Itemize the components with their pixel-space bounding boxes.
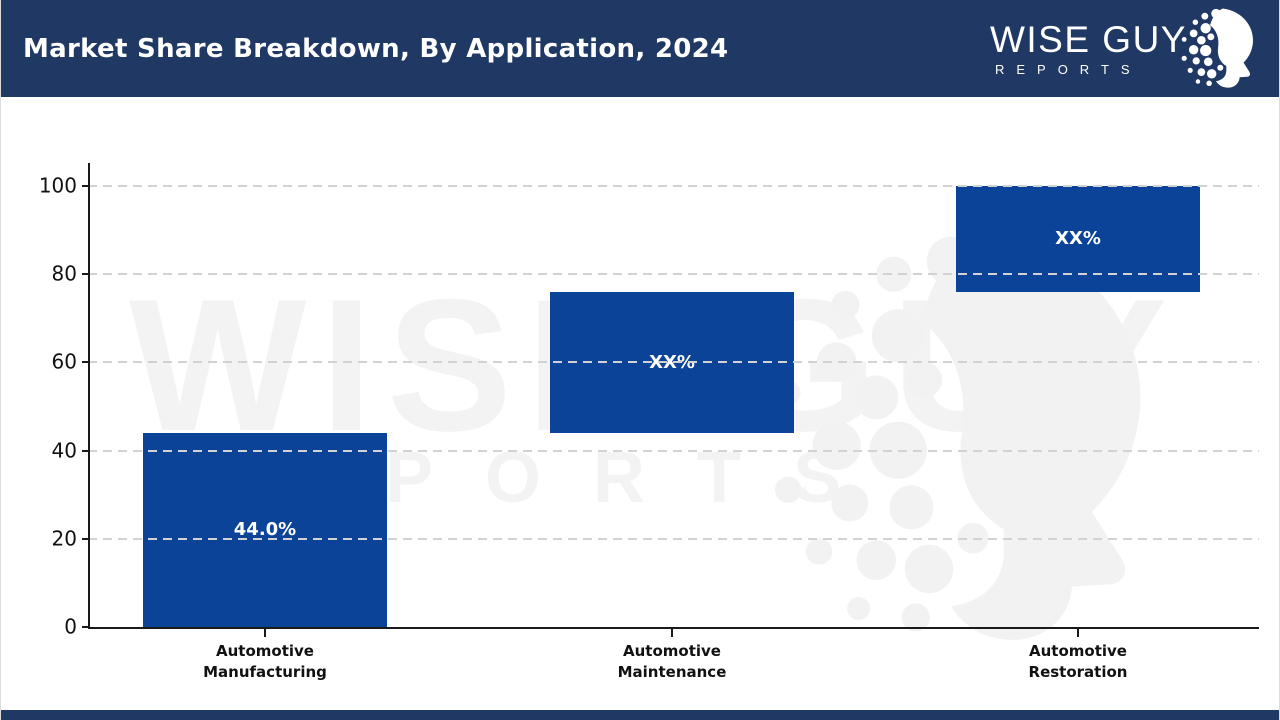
gridline-20: [88, 537, 1259, 540]
gridline-40: [88, 449, 1259, 452]
x-tick-automotive-manufacturing: [264, 629, 266, 637]
bar-automotive-restoration: XX%: [956, 186, 1200, 292]
y-tick-20: [82, 537, 88, 540]
y-tick-label-20: 20: [51, 526, 77, 551]
gridline-60: [88, 361, 1259, 364]
x-tick-automotive-restoration: [1077, 629, 1079, 637]
category-label-automotive-manufacturing: Automotive Manufacturing: [203, 642, 327, 681]
watermark-head-icon: [775, 234, 1141, 640]
chart-area: WISE GUY REPORTS 44.0%Automotive Manufac…: [1, 97, 1279, 710]
bar-automotive-manufacturing: 44.0%: [143, 432, 387, 627]
chart-title: Market Share Breakdown, By Application, …: [23, 33, 729, 64]
y-tick-label-60: 60: [51, 349, 77, 374]
category-label-automotive-restoration: Automotive Restoration: [1028, 642, 1128, 681]
y-tick-60: [82, 361, 88, 364]
gridline-100: [88, 185, 1259, 187]
footer-bar: [1, 710, 1279, 720]
logo-reports-text: REPORTS: [994, 61, 1142, 77]
bar-value-label-automotive-manufacturing: 44.0%: [233, 519, 297, 541]
x-axis-line: [88, 627, 1259, 629]
y-axis-line: [88, 163, 90, 629]
y-tick-label-100: 100: [38, 173, 77, 198]
y-tick-label-40: 40: [51, 438, 77, 463]
y-tick-label-80: 80: [51, 261, 77, 286]
y-tick-40: [82, 449, 88, 452]
y-tick-0: [82, 626, 88, 628]
header: Market Share Breakdown, By Application, …: [1, 0, 1279, 97]
wise-guy-reports-logo: WISE GUY REPORTS: [990, 6, 1259, 92]
gridline-80: [88, 273, 1259, 276]
category-label-automotive-maintenance: Automotive Maintenance: [617, 642, 727, 681]
logo-text: WISE GUY REPORTS: [990, 21, 1187, 77]
y-tick-100: [82, 185, 88, 187]
x-tick-automotive-maintenance: [671, 629, 673, 637]
logo-head-icon: [1181, 7, 1254, 88]
y-tick-80: [82, 273, 88, 276]
y-tick-label-0: 0: [64, 614, 77, 639]
bar-value-label-automotive-restoration: XX%: [1055, 228, 1101, 250]
logo-brand-text: WISE GUY: [989, 18, 1187, 60]
